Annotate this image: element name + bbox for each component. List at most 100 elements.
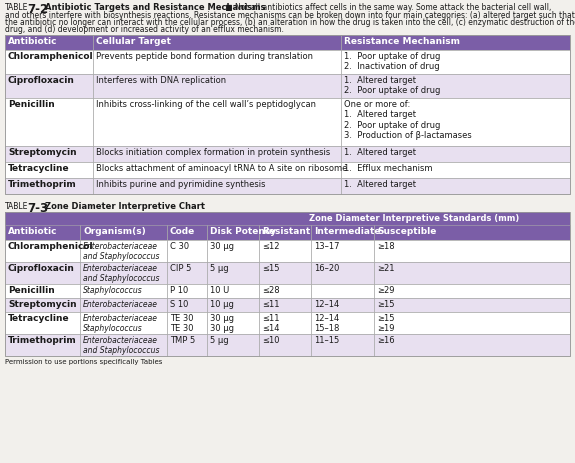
Text: TMP 5: TMP 5 — [170, 336, 196, 345]
Text: the antibiotic no longer can interact with the cellular process, (b) an alterati: the antibiotic no longer can interact wi… — [5, 18, 575, 27]
Bar — [5, 312, 80, 334]
Bar — [259, 312, 311, 334]
Text: 16–20: 16–20 — [314, 264, 339, 273]
Bar — [341, 35, 570, 50]
Bar — [5, 240, 570, 262]
Bar — [93, 35, 341, 50]
Text: Inhibits cross-linking of the cell wall’s peptidoglycan: Inhibits cross-linking of the cell wall’… — [96, 100, 316, 109]
Bar — [80, 262, 167, 284]
Bar — [5, 262, 570, 284]
Bar — [5, 50, 93, 74]
Text: 1.  Altered target
2.  Poor uptake of drug: 1. Altered target 2. Poor uptake of drug — [344, 76, 440, 95]
Text: Trimethoprim: Trimethoprim — [8, 336, 76, 345]
Text: 5 μg: 5 μg — [210, 264, 229, 273]
Bar — [341, 98, 570, 146]
Bar — [341, 50, 570, 74]
Text: ≤11
≤14: ≤11 ≤14 — [262, 314, 279, 333]
Bar — [5, 50, 570, 74]
Text: Penicillin: Penicillin — [8, 100, 55, 109]
Bar — [5, 262, 80, 284]
Bar — [167, 284, 207, 298]
Text: S 10: S 10 — [170, 300, 189, 309]
Bar — [341, 178, 570, 194]
Text: Organism(s): Organism(s) — [83, 227, 145, 236]
Bar — [5, 74, 570, 98]
Bar — [311, 262, 374, 284]
Bar — [5, 284, 570, 298]
Bar — [93, 50, 341, 74]
Bar — [5, 225, 80, 240]
Bar — [374, 298, 570, 312]
Bar — [207, 240, 259, 262]
Bar — [259, 298, 311, 312]
Text: Susceptible: Susceptible — [377, 227, 436, 236]
Bar — [80, 284, 167, 298]
Text: 12–14
15–18: 12–14 15–18 — [314, 314, 339, 333]
Text: Permission to use portions specifically Tables: Permission to use portions specifically … — [5, 359, 162, 365]
Text: ≥16: ≥16 — [377, 336, 394, 345]
Text: Enterobacteriaceae
Staphylococcus: Enterobacteriaceae Staphylococcus — [83, 314, 158, 333]
Bar — [80, 312, 167, 334]
Text: and others interfere with biosynthesis reactions. Resistance mechanisms can be b: and others interfere with biosynthesis r… — [5, 11, 575, 20]
Bar — [311, 312, 374, 334]
Bar — [5, 35, 570, 194]
Text: 30 μg
30 μg: 30 μg 30 μg — [210, 314, 234, 333]
Bar — [80, 334, 167, 356]
Bar — [259, 240, 311, 262]
Text: Blocks attachment of aminoacyl tRNA to A site on ribosome: Blocks attachment of aminoacyl tRNA to A… — [96, 164, 347, 173]
Text: Prevents peptide bond formation during translation: Prevents peptide bond formation during t… — [96, 52, 313, 61]
Bar — [5, 35, 93, 50]
Bar — [5, 98, 93, 146]
Text: 1.  Altered target: 1. Altered target — [344, 180, 416, 189]
Text: ≥15: ≥15 — [377, 300, 394, 309]
Bar — [207, 334, 259, 356]
Bar — [311, 298, 374, 312]
Text: TABLE: TABLE — [5, 3, 28, 12]
Bar — [207, 262, 259, 284]
Text: Cellular Target: Cellular Target — [96, 37, 171, 46]
Text: 7-2: 7-2 — [27, 3, 48, 16]
Bar — [259, 334, 311, 356]
Bar — [5, 312, 570, 334]
Bar — [311, 225, 374, 240]
Text: ≤12: ≤12 — [262, 242, 279, 251]
Bar — [80, 240, 167, 262]
Bar — [5, 334, 80, 356]
Text: 11–15: 11–15 — [314, 336, 339, 345]
Text: Tetracycline: Tetracycline — [8, 314, 70, 323]
Text: Ciprofloxacin: Ciprofloxacin — [8, 76, 75, 85]
Bar — [341, 74, 570, 98]
Text: Disk Potency: Disk Potency — [210, 227, 276, 236]
Text: drug, and (d) development or increased activity of an efflux mechanism.: drug, and (d) development or increased a… — [5, 25, 284, 34]
Text: ■ Not all antibiotics affect cells in the same way. Some attack the bacterial ce: ■ Not all antibiotics affect cells in th… — [223, 3, 551, 12]
Bar — [207, 312, 259, 334]
Bar — [93, 98, 341, 146]
Text: Blocks initiation complex formation in protein synthesis: Blocks initiation complex formation in p… — [96, 148, 330, 157]
Bar — [207, 225, 259, 240]
Bar — [93, 146, 341, 162]
Text: TE 30
TE 30: TE 30 TE 30 — [170, 314, 194, 333]
Text: Zone Diameter Interpretive Chart: Zone Diameter Interpretive Chart — [45, 202, 205, 211]
Bar — [5, 212, 259, 225]
Text: Antibiotic Targets and Resistance Mechanisms: Antibiotic Targets and Resistance Mechan… — [45, 3, 266, 12]
Text: 1.  Efflux mechanism: 1. Efflux mechanism — [344, 164, 432, 173]
Bar — [5, 178, 93, 194]
Bar — [5, 212, 570, 356]
Text: 10 μg: 10 μg — [210, 300, 234, 309]
Bar — [311, 240, 374, 262]
Text: 30 μg: 30 μg — [210, 242, 234, 251]
Bar — [93, 178, 341, 194]
Bar — [374, 334, 570, 356]
Text: Resistant: Resistant — [262, 227, 310, 236]
Bar — [5, 225, 570, 240]
Text: 1.  Altered target: 1. Altered target — [344, 148, 416, 157]
Bar — [5, 146, 570, 162]
Bar — [93, 162, 341, 178]
Text: ≥29: ≥29 — [377, 286, 394, 295]
Text: Enterobacteriaceae
and Staphylococcus: Enterobacteriaceae and Staphylococcus — [83, 242, 159, 262]
Bar — [374, 262, 570, 284]
Text: C 30: C 30 — [170, 242, 189, 251]
Bar — [5, 334, 570, 356]
Bar — [167, 312, 207, 334]
Text: P 10: P 10 — [170, 286, 188, 295]
